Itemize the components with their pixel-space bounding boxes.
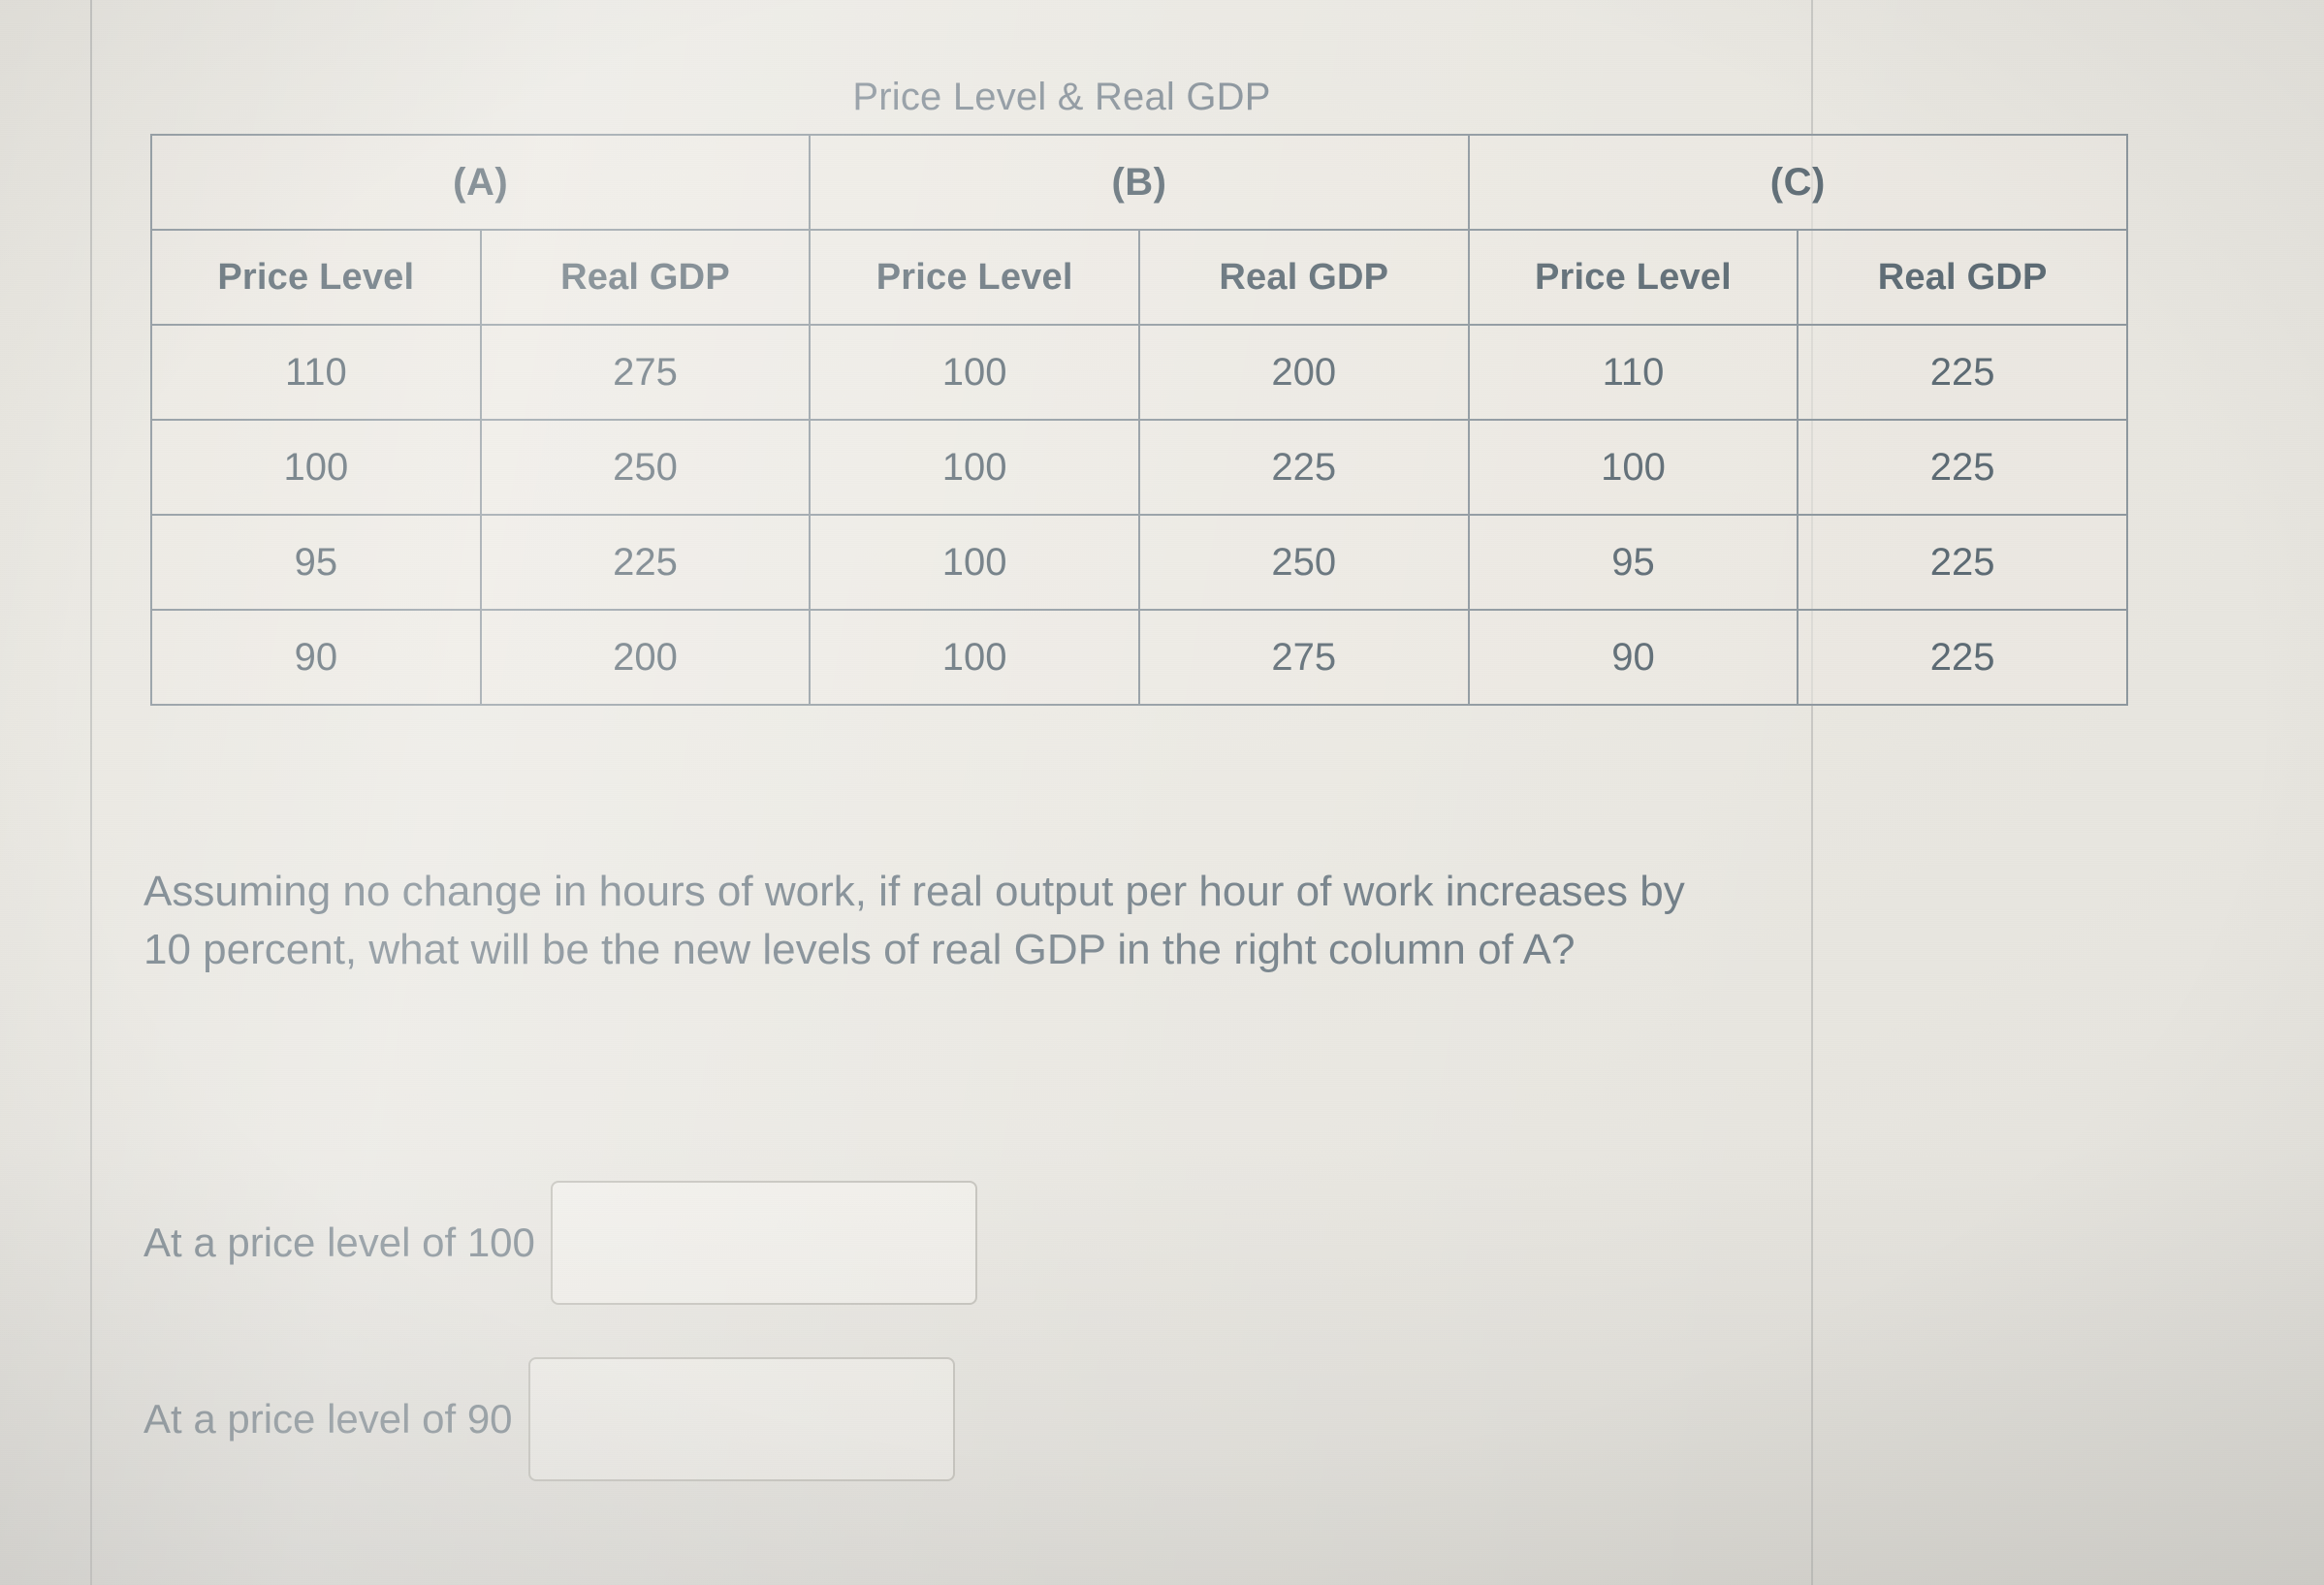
cell-c-price-level: 110 bbox=[1467, 324, 1799, 421]
cell-c-real-gdp: 225 bbox=[1797, 514, 2128, 611]
cell-a-price-level: 110 bbox=[150, 324, 482, 421]
table-group-header-row: (A) (B) (C) bbox=[149, 134, 2129, 231]
column-header-b-real-gdp: Real GDP bbox=[1137, 229, 1470, 326]
table-row: 95 225 100 250 95 225 bbox=[150, 514, 2128, 611]
cell-a-real-gdp: 225 bbox=[479, 514, 812, 611]
table-row: 100 250 100 225 100 225 bbox=[150, 419, 2128, 516]
group-header-b: (B) bbox=[809, 134, 1470, 231]
table-title: Price Level & Real GDP bbox=[852, 76, 1271, 118]
table-column-header-row: Price Level Real GDP Price Level Real GD… bbox=[150, 229, 2128, 326]
cell-b-real-gdp: 200 bbox=[1137, 324, 1470, 421]
cell-b-price-level: 100 bbox=[809, 514, 1140, 611]
answer-input-price-level-100[interactable] bbox=[550, 1181, 977, 1305]
cell-c-real-gdp: 225 bbox=[1797, 324, 2128, 421]
table-row: 90 200 100 275 90 225 bbox=[150, 609, 2128, 706]
cell-c-price-level: 95 bbox=[1467, 514, 1799, 611]
table-row: 110 275 100 200 110 225 bbox=[150, 324, 2128, 421]
price-level-real-gdp-table: (A) (B) (C) Price Level Real GDP Price L… bbox=[149, 134, 2129, 706]
cell-c-real-gdp: 225 bbox=[1797, 609, 2128, 706]
cell-a-price-level: 95 bbox=[150, 514, 482, 611]
cell-a-real-gdp: 275 bbox=[479, 324, 812, 421]
cell-a-price-level: 100 bbox=[150, 419, 482, 516]
cell-b-real-gdp: 225 bbox=[1137, 419, 1470, 516]
answer-input-price-level-90[interactable] bbox=[527, 1357, 955, 1481]
answer-label-price-level-100: At a price level of 100 bbox=[143, 1220, 535, 1265]
cell-b-real-gdp: 250 bbox=[1137, 514, 1470, 611]
cell-a-price-level: 90 bbox=[150, 609, 482, 706]
group-header-a: (A) bbox=[149, 134, 812, 231]
cell-b-price-level: 100 bbox=[809, 609, 1140, 706]
column-header-c-price-level: Price Level bbox=[1467, 229, 1799, 326]
column-header-a-price-level: Price Level bbox=[150, 229, 482, 326]
cell-c-price-level: 100 bbox=[1467, 419, 1799, 516]
question-text: Assuming no change in hours of work, if … bbox=[143, 868, 1685, 973]
cell-a-real-gdp: 250 bbox=[479, 419, 812, 516]
cell-b-price-level: 100 bbox=[809, 324, 1140, 421]
column-header-c-real-gdp: Real GDP bbox=[1797, 229, 2128, 326]
cell-b-price-level: 100 bbox=[809, 419, 1140, 516]
cell-c-price-level: 90 bbox=[1467, 609, 1799, 706]
answer-row-price-level-100: At a price level of 100 bbox=[143, 1181, 977, 1305]
column-header-b-price-level: Price Level bbox=[809, 229, 1140, 326]
group-header-c: (C) bbox=[1467, 134, 2129, 231]
cell-c-real-gdp: 225 bbox=[1797, 419, 2128, 516]
answer-label-price-level-90: At a price level of 90 bbox=[143, 1396, 513, 1442]
column-header-a-real-gdp: Real GDP bbox=[479, 229, 812, 326]
cell-b-real-gdp: 275 bbox=[1137, 609, 1470, 706]
answer-row-price-level-90: At a price level of 90 bbox=[143, 1357, 955, 1481]
cell-a-real-gdp: 200 bbox=[479, 609, 812, 706]
